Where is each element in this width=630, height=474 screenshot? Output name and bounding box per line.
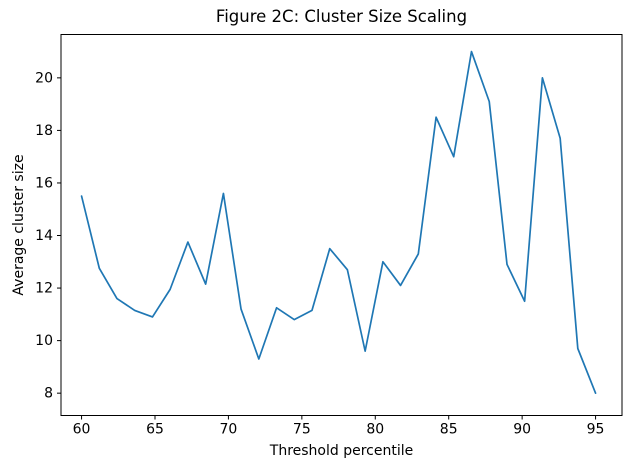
y-tick-label: 18 [35, 123, 53, 139]
x-tick-label: 95 [587, 422, 605, 438]
x-tick-label: 80 [366, 422, 384, 438]
x-tick-label: 90 [513, 422, 531, 438]
y-tick-label: 20 [35, 70, 53, 86]
y-tick-label: 14 [35, 228, 53, 244]
y-tick-label: 10 [35, 333, 53, 349]
y-axis-label: Average cluster size [11, 154, 27, 295]
y-tick-label: 8 [44, 386, 53, 402]
y-tick-label: 12 [35, 281, 53, 297]
x-tick-label: 65 [146, 422, 164, 438]
x-tick-label: 60 [73, 422, 91, 438]
y-tick-label: 16 [35, 175, 53, 191]
x-axis-label: Threshold percentile [269, 443, 413, 459]
figure-title: Figure 2C: Cluster Size Scaling [216, 7, 467, 26]
plot-area: 60 65 70 75 80 85 90 95 8 10 12 14 16 18 20 [35, 34, 623, 438]
data-line [80, 50, 597, 395]
plot-border [60, 34, 623, 416]
x-tick-label: 85 [440, 422, 458, 438]
x-tick-label: 70 [220, 422, 238, 438]
x-tick-label: 75 [293, 422, 311, 438]
